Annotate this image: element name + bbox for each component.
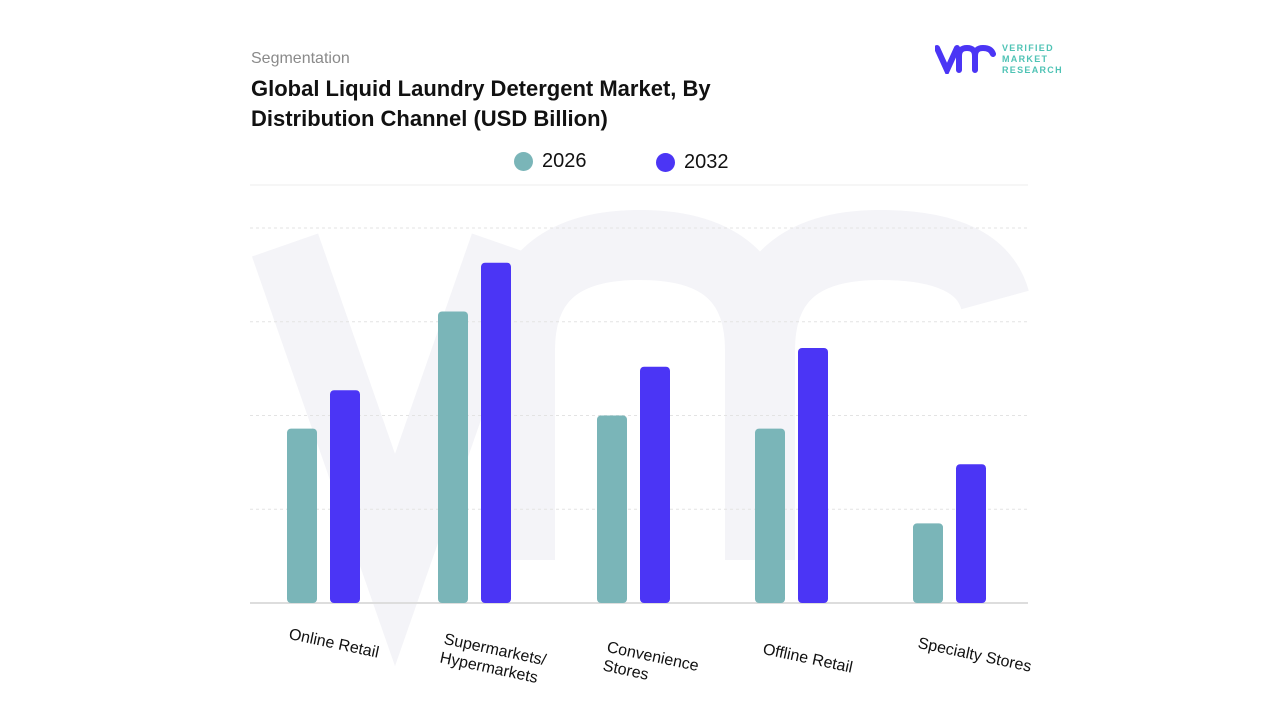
- legend-item-2026: 2026: [514, 150, 587, 173]
- watermark-icon: [251, 209, 1029, 667]
- segment-label: Segmentation: [251, 50, 350, 67]
- bar-2026-3: [755, 428, 785, 603]
- bar-2032-4: [956, 464, 986, 603]
- bar-2026-0: [287, 428, 317, 603]
- bar-2032-3: [798, 348, 828, 603]
- legend-item-2032: 2032: [656, 151, 729, 174]
- bar-2032-1: [481, 262, 511, 603]
- bar-2032-0: [330, 390, 360, 603]
- bar-2026-1: [438, 311, 468, 603]
- chart-title: Global Liquid Laundry Detergent Market, …: [251, 76, 711, 131]
- bar-2026-2: [597, 415, 627, 603]
- logo-text: VERIFIED MARKET RESEARCH: [1002, 43, 1063, 75]
- legend-swatch-2026: [514, 152, 533, 171]
- vmr-logo-icon: [935, 44, 996, 74]
- legend-swatch-2032: [656, 153, 675, 172]
- bar-2026-4: [913, 523, 943, 603]
- bar-2032-2: [640, 366, 670, 603]
